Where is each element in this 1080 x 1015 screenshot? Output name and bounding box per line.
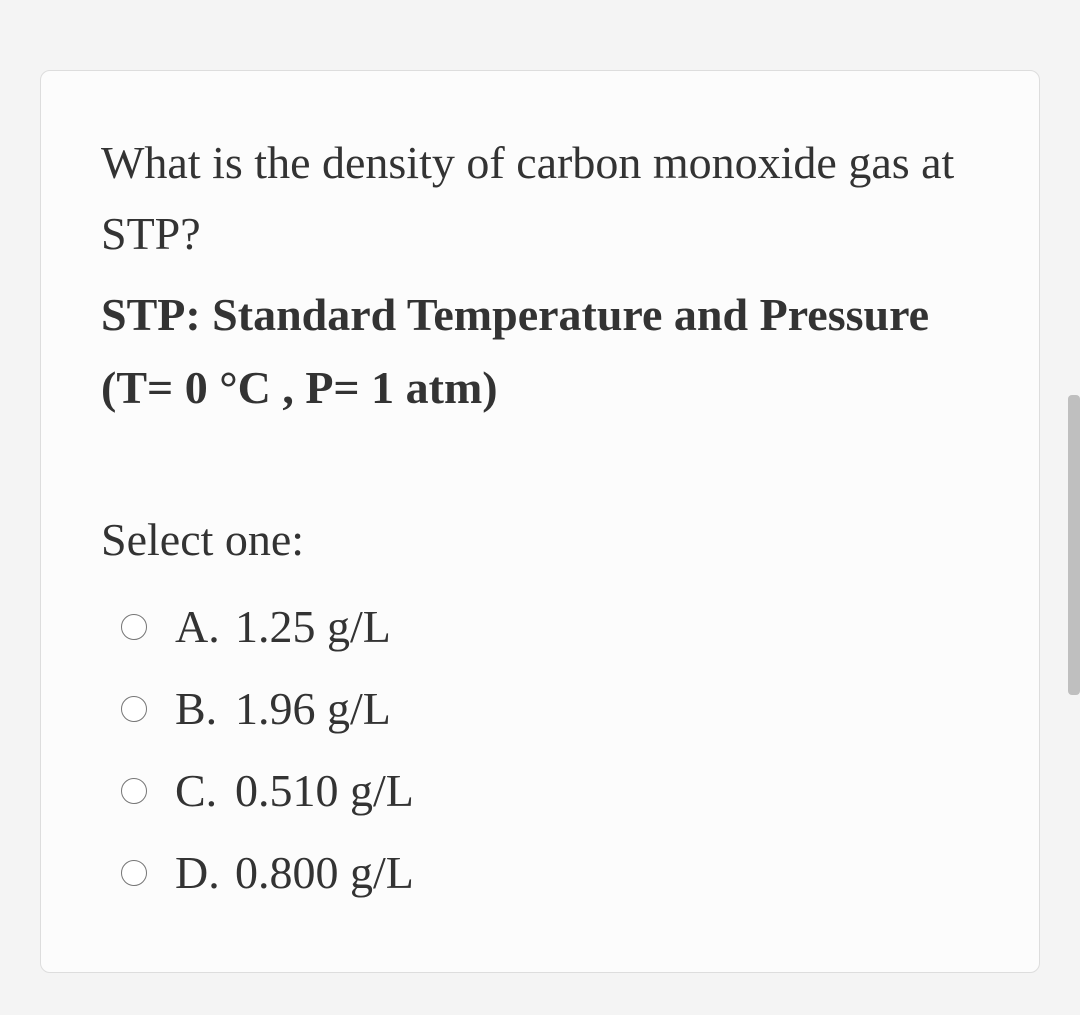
- option-b-letter: B.: [175, 686, 235, 732]
- select-one-label: Select one:: [101, 505, 979, 574]
- option-d-radio[interactable]: [121, 860, 147, 886]
- option-b-radio[interactable]: [121, 696, 147, 722]
- option-c-text: 0.510 g/L: [235, 768, 414, 814]
- option-d[interactable]: D. 0.800 g/L: [121, 850, 979, 896]
- options-list: A. 1.25 g/L B. 1.96 g/L C. 0.510 g/L D. …: [101, 604, 979, 896]
- page-root: What is the density of carbon monoxide g…: [0, 0, 1080, 1015]
- option-a-letter: A.: [175, 604, 235, 650]
- option-a-radio[interactable]: [121, 614, 147, 640]
- scrollbar-thumb[interactable]: [1068, 395, 1080, 695]
- question-prompt: What is the density of carbon monoxide g…: [101, 127, 979, 270]
- option-b[interactable]: B. 1.96 g/L: [121, 686, 979, 732]
- option-a-text: 1.25 g/L: [235, 604, 391, 650]
- option-c-radio[interactable]: [121, 778, 147, 804]
- option-d-letter: D.: [175, 850, 235, 896]
- question-card: What is the density of carbon monoxide g…: [40, 70, 1040, 973]
- option-c-letter: C.: [175, 768, 235, 814]
- option-a[interactable]: A. 1.25 g/L: [121, 604, 979, 650]
- stp-definition: STP: Standard Temperature and Pressure (…: [101, 278, 979, 425]
- option-c[interactable]: C. 0.510 g/L: [121, 768, 979, 814]
- option-d-text: 0.800 g/L: [235, 850, 414, 896]
- option-b-text: 1.96 g/L: [235, 686, 391, 732]
